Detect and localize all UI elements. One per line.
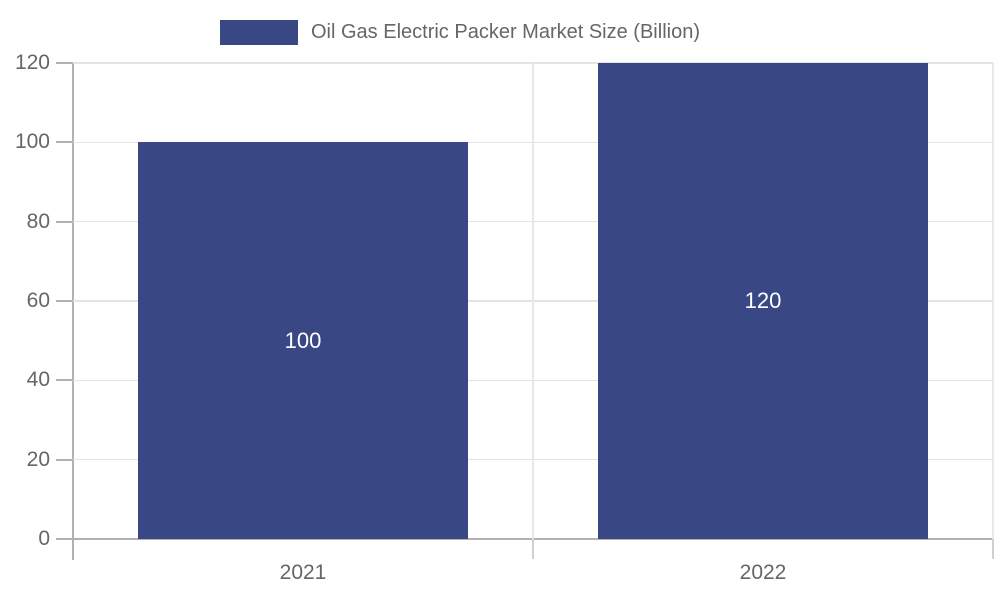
bar-value-label: 100 bbox=[284, 327, 322, 353]
y-tick-mark bbox=[56, 220, 73, 223]
category-boundary-gridline bbox=[992, 63, 994, 539]
y-tick-label: 60 bbox=[26, 289, 50, 312]
y-axis-line bbox=[72, 63, 74, 560]
y-tick-label: 80 bbox=[26, 209, 50, 233]
y-tick-mark bbox=[56, 62, 73, 64]
legend-swatch bbox=[220, 20, 298, 45]
bar-value-label: 120 bbox=[744, 288, 782, 313]
x-tick-mark bbox=[992, 539, 994, 559]
y-tick-label: 120 bbox=[14, 51, 50, 74]
y-tick-mark bbox=[56, 300, 73, 302]
y-tick-label: 100 bbox=[14, 130, 50, 154]
y-tick-label: 40 bbox=[26, 368, 50, 392]
x-tick-label: 2022 bbox=[739, 561, 787, 584]
legend-label: Oil Gas Electric Packer Market Size (Bil… bbox=[311, 21, 700, 43]
x-tick-mark bbox=[532, 539, 534, 559]
y-tick-mark bbox=[56, 458, 73, 461]
bar-2022[interactable]: 120 bbox=[598, 63, 928, 539]
plot-area bbox=[73, 62, 994, 539]
y-tick-mark bbox=[56, 538, 73, 540]
x-axis-line bbox=[56, 538, 994, 540]
legend-item[interactable]: Oil Gas Electric Packer Market Size (Bil… bbox=[220, 20, 700, 45]
y-tick-mark bbox=[56, 379, 73, 382]
bar-2021[interactable]: 100 bbox=[138, 142, 468, 539]
y-tick-label: 20 bbox=[26, 447, 50, 471]
x-tick-label: 2021 bbox=[279, 561, 327, 584]
category-boundary-gridline bbox=[532, 63, 534, 539]
y-tick-label: 0 bbox=[38, 527, 50, 550]
y-tick-mark bbox=[56, 141, 73, 144]
